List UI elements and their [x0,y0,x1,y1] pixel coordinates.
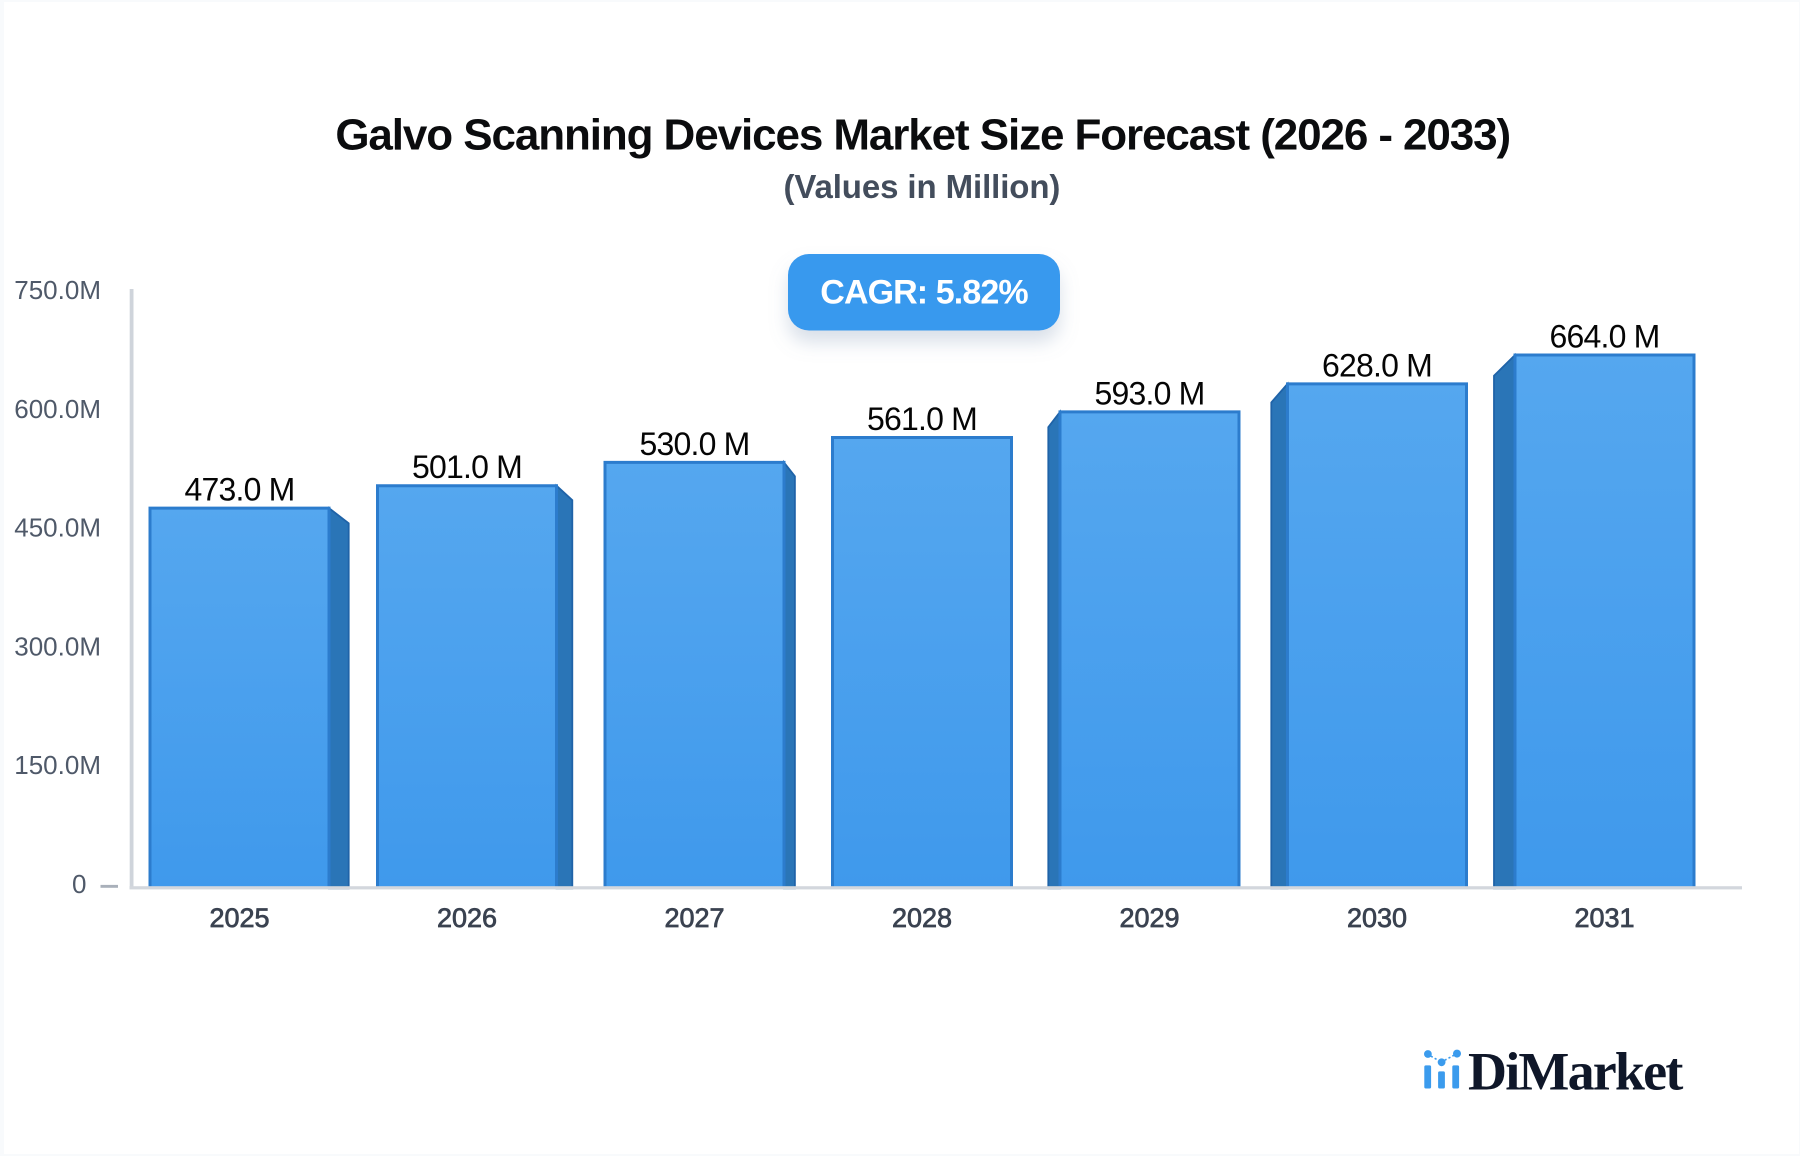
svg-text:750.0M: 750.0M [14,275,101,305]
svg-text:530.0 M: 530.0 M [639,426,749,462]
svg-text:2028: 2028 [892,903,952,933]
svg-text:450.0M: 450.0M [14,513,101,543]
svg-text:Galvo Scanning Devices Market: Galvo Scanning Devices Market Size Forec… [335,111,1510,160]
svg-text:2031: 2031 [1574,903,1634,933]
svg-text:2030: 2030 [1347,903,1407,933]
svg-text:593.0 M: 593.0 M [1094,375,1204,411]
svg-text:150.0M: 150.0M [14,750,101,780]
svg-text:DiMarket: DiMarket [1468,1041,1683,1101]
svg-text:(Values in Million): (Values in Million) [784,168,1061,205]
svg-text:2025: 2025 [209,903,269,933]
svg-text:628.0 M: 628.0 M [1322,347,1432,383]
svg-text:473.0 M: 473.0 M [184,472,294,508]
svg-text:300.0M: 300.0M [14,631,101,661]
svg-text:2029: 2029 [1119,903,1179,933]
svg-text:CAGR: 5.82%: CAGR: 5.82% [820,274,1028,312]
svg-text:2027: 2027 [664,903,724,933]
svg-text:0: 0 [72,869,86,899]
svg-text:600.0M: 600.0M [14,394,101,424]
svg-text:664.0 M: 664.0 M [1549,319,1659,355]
svg-text:2026: 2026 [437,903,497,933]
svg-text:501.0 M: 501.0 M [412,449,522,485]
svg-text:561.0 M: 561.0 M [867,401,977,437]
